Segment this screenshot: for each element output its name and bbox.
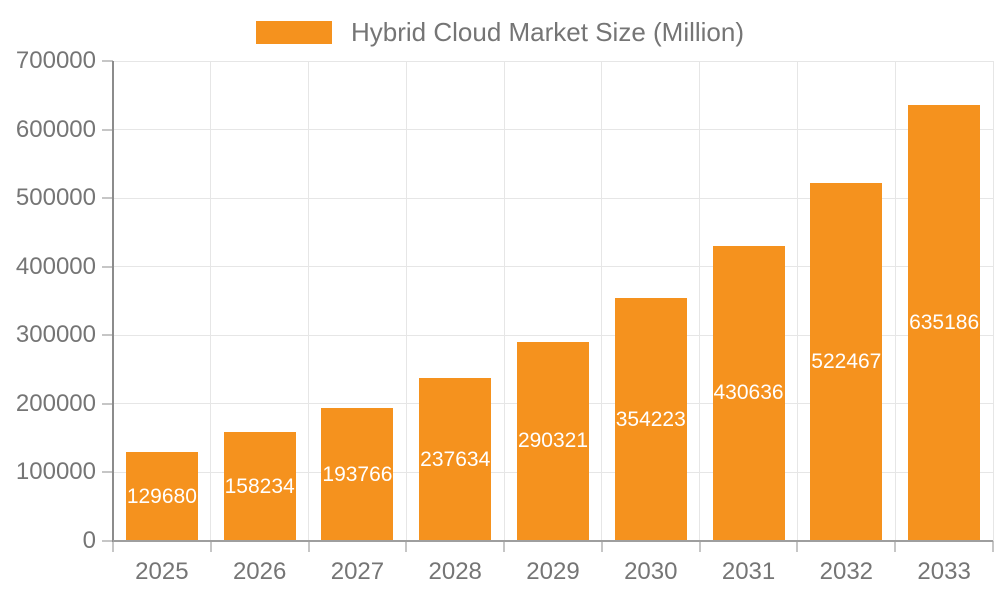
y-tick-label: 300000 <box>15 321 96 349</box>
y-axis-tick <box>102 128 113 131</box>
x-tick-label: 2029 <box>526 558 580 585</box>
x-tick-label: 2027 <box>330 558 385 585</box>
x-axis-tick <box>894 541 897 552</box>
x-tick-label: 2032 <box>819 558 874 585</box>
bar[interactable] <box>321 408 393 541</box>
x-axis-tick <box>698 541 701 552</box>
bar-value-label: 354223 <box>615 407 686 431</box>
y-tick-label: 0 <box>82 527 96 554</box>
y-tick-label: 700000 <box>15 47 96 74</box>
bar[interactable] <box>908 105 980 541</box>
y-axis-tick <box>102 540 113 542</box>
gridline-vertical <box>601 61 603 541</box>
bar[interactable] <box>126 452 198 541</box>
gridline-vertical <box>796 61 798 541</box>
gridline-vertical <box>405 61 407 541</box>
y-axis-tick <box>102 197 113 200</box>
bar[interactable] <box>419 378 491 541</box>
gridline-horizontal <box>113 197 993 199</box>
gridline-vertical <box>699 61 701 541</box>
gridline-vertical <box>894 61 896 541</box>
bar-value-label: 129680 <box>126 484 197 508</box>
bar[interactable] <box>517 341 589 541</box>
y-axis-tick <box>102 60 113 62</box>
x-axis-tick <box>405 541 408 552</box>
x-axis-tick <box>796 541 799 552</box>
gridline-horizontal <box>113 334 993 336</box>
x-axis-tick <box>992 541 994 552</box>
y-tick-label: 100000 <box>15 458 96 486</box>
legend-label: Hybrid Cloud Market Size (Million) <box>351 17 744 47</box>
x-axis-tick <box>600 541 603 552</box>
x-tick-label: 2026 <box>232 558 287 585</box>
bar[interactable] <box>224 432 296 541</box>
x-axis-baseline <box>113 540 993 542</box>
bar-value-label: 193766 <box>322 462 393 486</box>
gridline-horizontal <box>113 266 993 268</box>
bar[interactable] <box>713 245 785 541</box>
x-tick-label: 2031 <box>721 558 776 585</box>
gridline-vertical <box>210 61 212 541</box>
gridline-horizontal <box>113 129 993 131</box>
y-tick-label: 400000 <box>15 252 96 280</box>
bar-value-label: 237634 <box>420 447 491 471</box>
bar-value-label: 158234 <box>224 474 295 498</box>
x-axis-tick <box>307 541 310 552</box>
y-axis-tick <box>102 334 113 337</box>
y-axis-tick <box>102 471 113 474</box>
x-tick-label: 2030 <box>624 558 678 585</box>
y-axis-tick <box>102 265 113 268</box>
x-axis-tick <box>503 541 506 552</box>
gridline-vertical <box>308 61 310 541</box>
y-tick-label: 600000 <box>15 115 96 143</box>
x-axis-tick <box>112 541 114 552</box>
x-tick-label: 2033 <box>917 558 971 585</box>
y-axis-tick <box>102 402 113 405</box>
bar-value-label: 290321 <box>517 429 589 453</box>
bar-value-label: 430636 <box>713 381 784 405</box>
bar-value-label: 635186 <box>909 311 980 335</box>
gridline-horizontal <box>113 60 993 62</box>
chart-legend[interactable]: Hybrid Cloud Market Size (Million) <box>0 17 1000 48</box>
y-axis-line <box>112 61 114 542</box>
bar-value-label: 522467 <box>811 349 882 373</box>
x-axis-tick <box>209 541 212 552</box>
gridline-vertical <box>503 61 505 541</box>
x-tick-label: 2028 <box>428 558 482 585</box>
legend-swatch-icon <box>256 21 332 44</box>
bar[interactable] <box>615 298 687 541</box>
x-tick-label: 2025 <box>135 558 189 585</box>
y-tick-label: 200000 <box>15 389 96 417</box>
bar[interactable] <box>810 182 882 541</box>
y-tick-label: 500000 <box>15 184 96 212</box>
gridline-vertical <box>992 61 994 541</box>
